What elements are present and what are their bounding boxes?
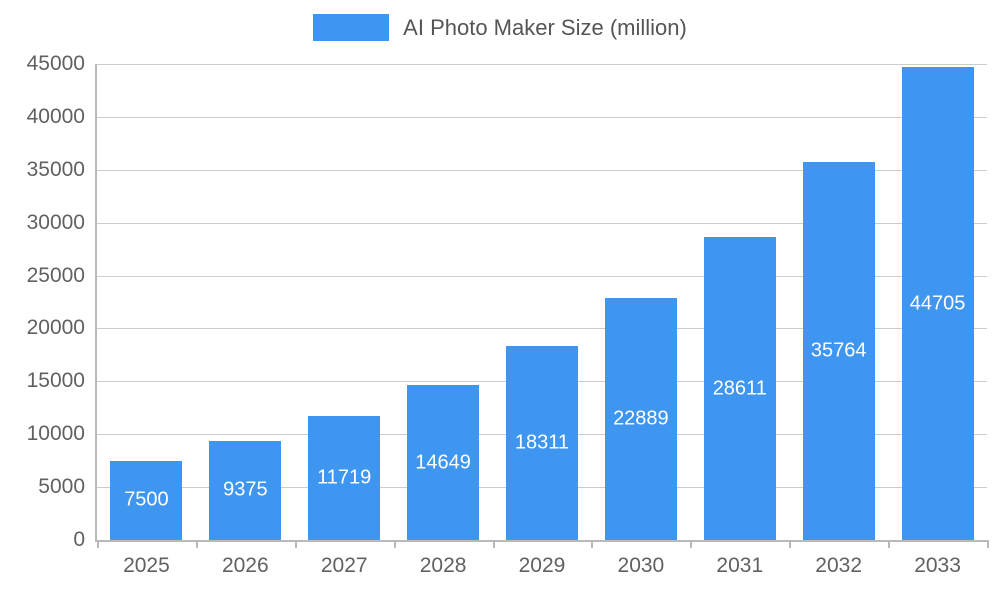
gridline <box>97 169 987 171</box>
bar: 35764 <box>802 161 875 540</box>
gridline <box>97 275 987 277</box>
bar: 7500 <box>110 460 183 540</box>
bar-value-label: 18311 <box>514 431 570 454</box>
x-axis-tick <box>888 540 891 548</box>
x-axis-category-label: 2033 <box>914 554 961 577</box>
y-axis-tick-label: 0 <box>73 528 85 551</box>
y-axis-tick-label: 20000 <box>26 316 85 340</box>
bar-value-label: 11719 <box>317 466 372 489</box>
bar-value-label: 35764 <box>810 339 867 362</box>
x-axis-tick <box>987 540 989 548</box>
y-axis-tick-label: 25000 <box>26 263 85 287</box>
gridline <box>97 328 987 330</box>
x-axis-tick <box>492 540 495 548</box>
x-axis-tick <box>97 540 99 548</box>
y-axis-tick-label: 40000 <box>26 104 85 128</box>
y-axis-tick-label: 35000 <box>26 157 85 181</box>
bar: 9375 <box>209 440 282 540</box>
bar: 18311 <box>506 346 578 540</box>
x-axis-category-label: 2028 <box>419 554 467 577</box>
x-axis-tick <box>789 540 792 548</box>
plot-area: 0 5000 10000 15000 20000 25000 30000 35000 40000… <box>27 52 989 577</box>
y-axis-tick-label: 30000 <box>26 210 85 234</box>
x-axis-category-label: 2025 <box>123 554 170 577</box>
bar: 44705 <box>901 67 974 540</box>
y-axis-tick-label: 45000 <box>26 52 85 75</box>
bar-value-label: 22889 <box>613 407 669 430</box>
gridline <box>97 64 987 65</box>
bar-value-label: 9375 <box>223 478 268 501</box>
bar-value-label: 14649 <box>415 451 471 474</box>
legend-label: AI Photo Maker Size (million) <box>403 14 687 40</box>
legend: AI Photo Maker Size (million) <box>0 14 1000 41</box>
x-axis-category-label: 2027 <box>320 554 368 577</box>
bar-value-label: 7500 <box>124 488 169 511</box>
gridline <box>97 222 987 224</box>
bar-value-label: 44705 <box>909 292 966 315</box>
bar-value-label: 28611 <box>712 377 767 400</box>
x-axis-tick <box>591 540 594 548</box>
x-axis-category-label: 2026 <box>221 554 269 577</box>
x-axis-tick <box>294 540 297 548</box>
y-axis-tick-label: 10000 <box>26 422 85 446</box>
x-axis-category-label: 2031 <box>716 554 764 577</box>
x-axis-tick <box>393 540 396 548</box>
bar: 14649 <box>407 385 480 540</box>
bar: 22889 <box>604 297 677 540</box>
bar: 28611 <box>703 237 776 540</box>
x-axis-tick <box>195 540 198 548</box>
x-axis-category-label: 2029 <box>518 554 566 577</box>
y-axis-tick-label: 5000 <box>38 475 85 499</box>
x-axis-category-label: 2032 <box>815 554 863 577</box>
x-axis-tick <box>690 540 693 548</box>
x-axis-category-label: 2030 <box>617 554 665 577</box>
y-axis-tick-label: 15000 <box>26 369 85 393</box>
gridline <box>97 116 987 118</box>
bar: 11719 <box>308 416 381 540</box>
legend-swatch-icon <box>313 14 390 41</box>
